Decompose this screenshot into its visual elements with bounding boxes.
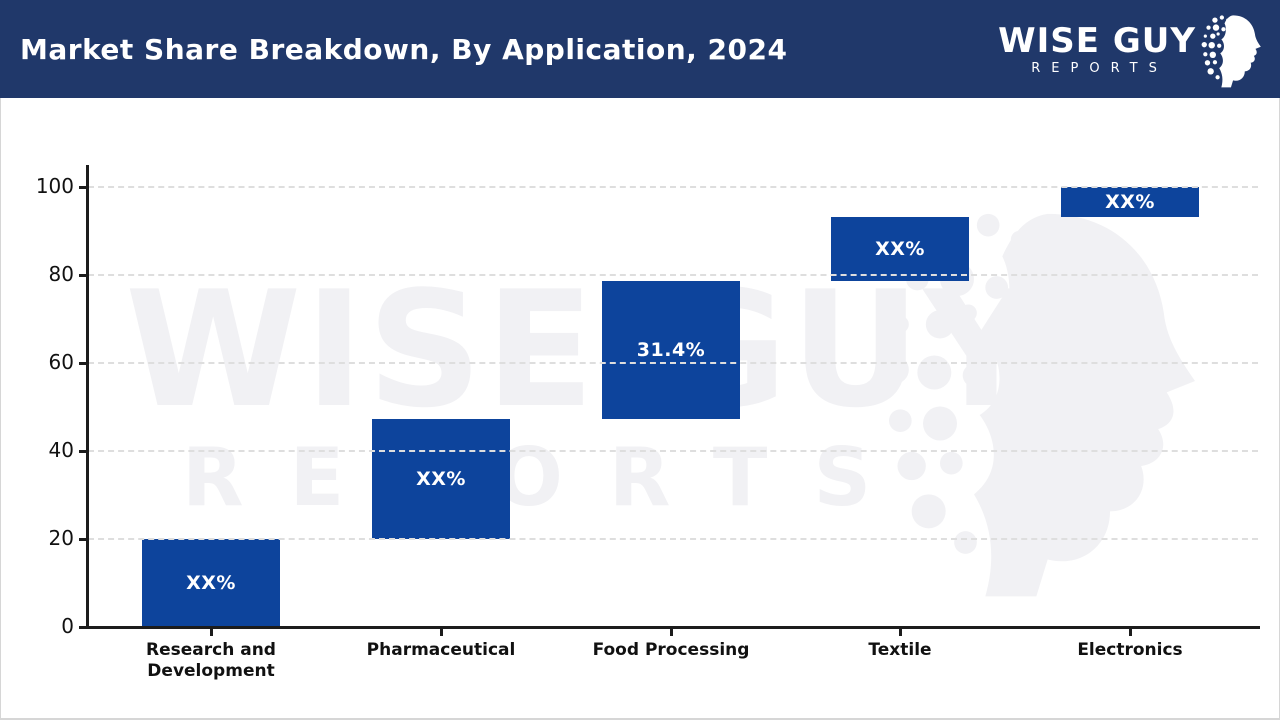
x-tick-mark	[1129, 628, 1132, 636]
y-tick-mark	[79, 362, 88, 365]
y-tick-label: 60	[48, 350, 74, 374]
bar-food-processing: 31.4%	[602, 280, 740, 419]
gridline-60	[88, 362, 1258, 364]
gridline-100	[88, 186, 1258, 188]
bar-research-and-development: XX%	[142, 539, 280, 627]
header-bar: Market Share Breakdown, By Application, …	[0, 0, 1280, 98]
y-axis-line	[86, 165, 89, 628]
bar-pharmaceutical: XX%	[372, 418, 510, 539]
y-tick-label: 80	[48, 262, 74, 286]
x-tick-mark	[899, 628, 902, 636]
y-tick-label: 0	[61, 614, 74, 638]
logo-text: WISE GUY REPORTS	[998, 24, 1196, 76]
x-category-label: Textile	[868, 640, 932, 660]
bar-textile: XX%	[831, 216, 969, 281]
y-tick-mark	[79, 450, 88, 453]
y-tick-mark	[79, 538, 88, 541]
y-tick-mark	[79, 626, 88, 629]
x-tick-mark	[210, 628, 213, 636]
bar-value-label: XX%	[186, 572, 236, 594]
chart-title: Market Share Breakdown, By Application, …	[20, 32, 788, 66]
bar-value-label: XX%	[1105, 190, 1155, 213]
wiseguy-logo: WISE GUY REPORTS	[998, 8, 1264, 92]
logo-head-icon	[1201, 15, 1261, 88]
gridline-80	[88, 274, 1258, 276]
y-tick-label: 40	[48, 438, 74, 462]
y-tick-mark	[79, 274, 88, 277]
y-tick-label: 20	[48, 526, 74, 550]
x-axis-line	[86, 626, 1260, 629]
x-category-label: Food Processing	[592, 640, 750, 660]
bar-value-label: XX%	[416, 467, 466, 490]
x-category-label: Pharmaceutical	[366, 640, 516, 660]
y-tick-mark	[79, 186, 88, 189]
watermark-wordmark: WISE GUY	[125, 256, 1043, 443]
y-tick-label: 100	[35, 174, 74, 198]
bar-electronics: XX%	[1061, 187, 1199, 217]
x-category-label: Electronics	[1077, 640, 1183, 660]
bar-value-label: 31.4%	[636, 338, 706, 361]
x-category-label: Research and Development	[146, 640, 276, 682]
gridline-20	[88, 538, 1258, 540]
bar-value-label: XX%	[875, 237, 925, 260]
logo-wordmark: WISE GUY	[998, 21, 1196, 61]
gridline-40	[88, 450, 1258, 452]
x-tick-mark	[670, 628, 673, 636]
logo-subtext: REPORTS	[1031, 61, 1168, 76]
x-tick-mark	[440, 628, 443, 636]
